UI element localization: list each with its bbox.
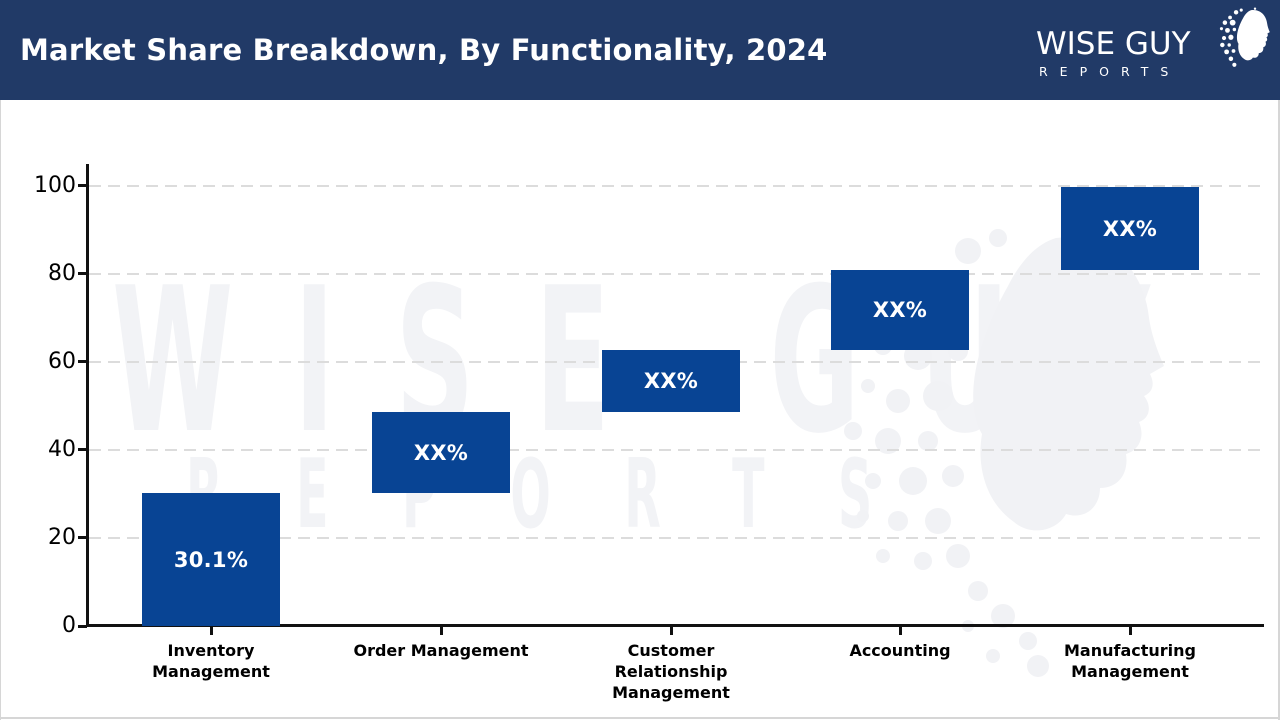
x-category-label-inventory-management: Inventory Management (91, 640, 331, 682)
bar-inventory-management: 30.1% (142, 493, 280, 626)
x-category-label-line: Relationship (614, 662, 728, 681)
bar-value-label: 30.1% (173, 547, 249, 572)
y-tick-mark-100 (78, 184, 87, 187)
x-category-label-line: Inventory (167, 641, 255, 660)
x-tick-mark-customer-relationship-management (669, 627, 673, 635)
y-tick-label-60: 60 (48, 348, 76, 374)
x-category-label-line: Customer (627, 641, 715, 660)
y-tick-label-20: 20 (48, 524, 76, 550)
x-tick-mark-order-management (439, 627, 443, 635)
gridline-100 (89, 184, 1264, 187)
y-tick-label-40: 40 (48, 436, 76, 462)
page-left-border (0, 100, 1, 720)
x-category-label-line: Management (1071, 662, 1189, 681)
x-axis-line (86, 624, 1264, 627)
logo-sub-text: REPORTS (1039, 64, 1180, 79)
bar-accounting: XX% (831, 270, 969, 350)
bar-value-label: XX% (1102, 216, 1158, 241)
page-bottom-border (0, 717, 1280, 719)
logo-face-icon (1219, 7, 1270, 67)
y-tick-mark-0 (78, 624, 87, 628)
gridline-40 (89, 448, 1264, 451)
x-category-label-accounting: Accounting (780, 640, 1020, 661)
y-tick-mark-60 (78, 360, 87, 364)
brand-logo: WISE GUY REPORTS (1036, 7, 1270, 79)
page-title: Market Share Breakdown, By Functionality… (20, 33, 828, 67)
x-tick-mark-inventory-management (209, 627, 213, 635)
x-category-label-manufacturing-management: Manufacturing Management (1010, 640, 1250, 682)
y-tick-mark-40 (78, 448, 87, 452)
x-category-label-line: Management (152, 662, 270, 681)
y-tick-mark-20 (78, 536, 87, 540)
x-category-label-line: Manufacturing (1064, 641, 1196, 660)
y-tick-mark-80 (78, 272, 87, 276)
y-tick-label-80: 80 (48, 260, 76, 286)
y-tick-label-0: 0 (62, 613, 76, 638)
watermark-reports-text: REPORTS (186, 440, 946, 550)
page-right-border (1278, 100, 1280, 720)
bar-value-label: XX% (643, 369, 699, 394)
y-tick-label-100: 100 (34, 172, 76, 198)
bar-manufacturing-management: XX% (1061, 187, 1199, 271)
x-tick-mark-manufacturing-management (1128, 627, 1132, 635)
x-category-label-line: Order Management (353, 641, 529, 660)
logo-brand-text: WISE GUY (1036, 26, 1191, 62)
bar-value-label: XX% (872, 297, 928, 322)
header: Market Share Breakdown, By Functionality… (0, 0, 1280, 100)
x-category-label-customer-relationship-management: Customer Relationship Management (551, 640, 791, 703)
gridline-80 (89, 272, 1264, 275)
x-category-label-line: Management (612, 683, 730, 702)
x-category-label-order-management: Order Management (321, 640, 561, 661)
y-axis-line (86, 164, 89, 627)
gridline-20 (89, 536, 1264, 539)
x-tick-mark-accounting (898, 627, 902, 635)
bar-customer-relationship-management: XX% (602, 349, 740, 413)
bar-value-label: XX% (413, 440, 469, 465)
bar-order-management: XX% (372, 412, 510, 494)
x-category-label-line: Accounting (849, 641, 951, 660)
